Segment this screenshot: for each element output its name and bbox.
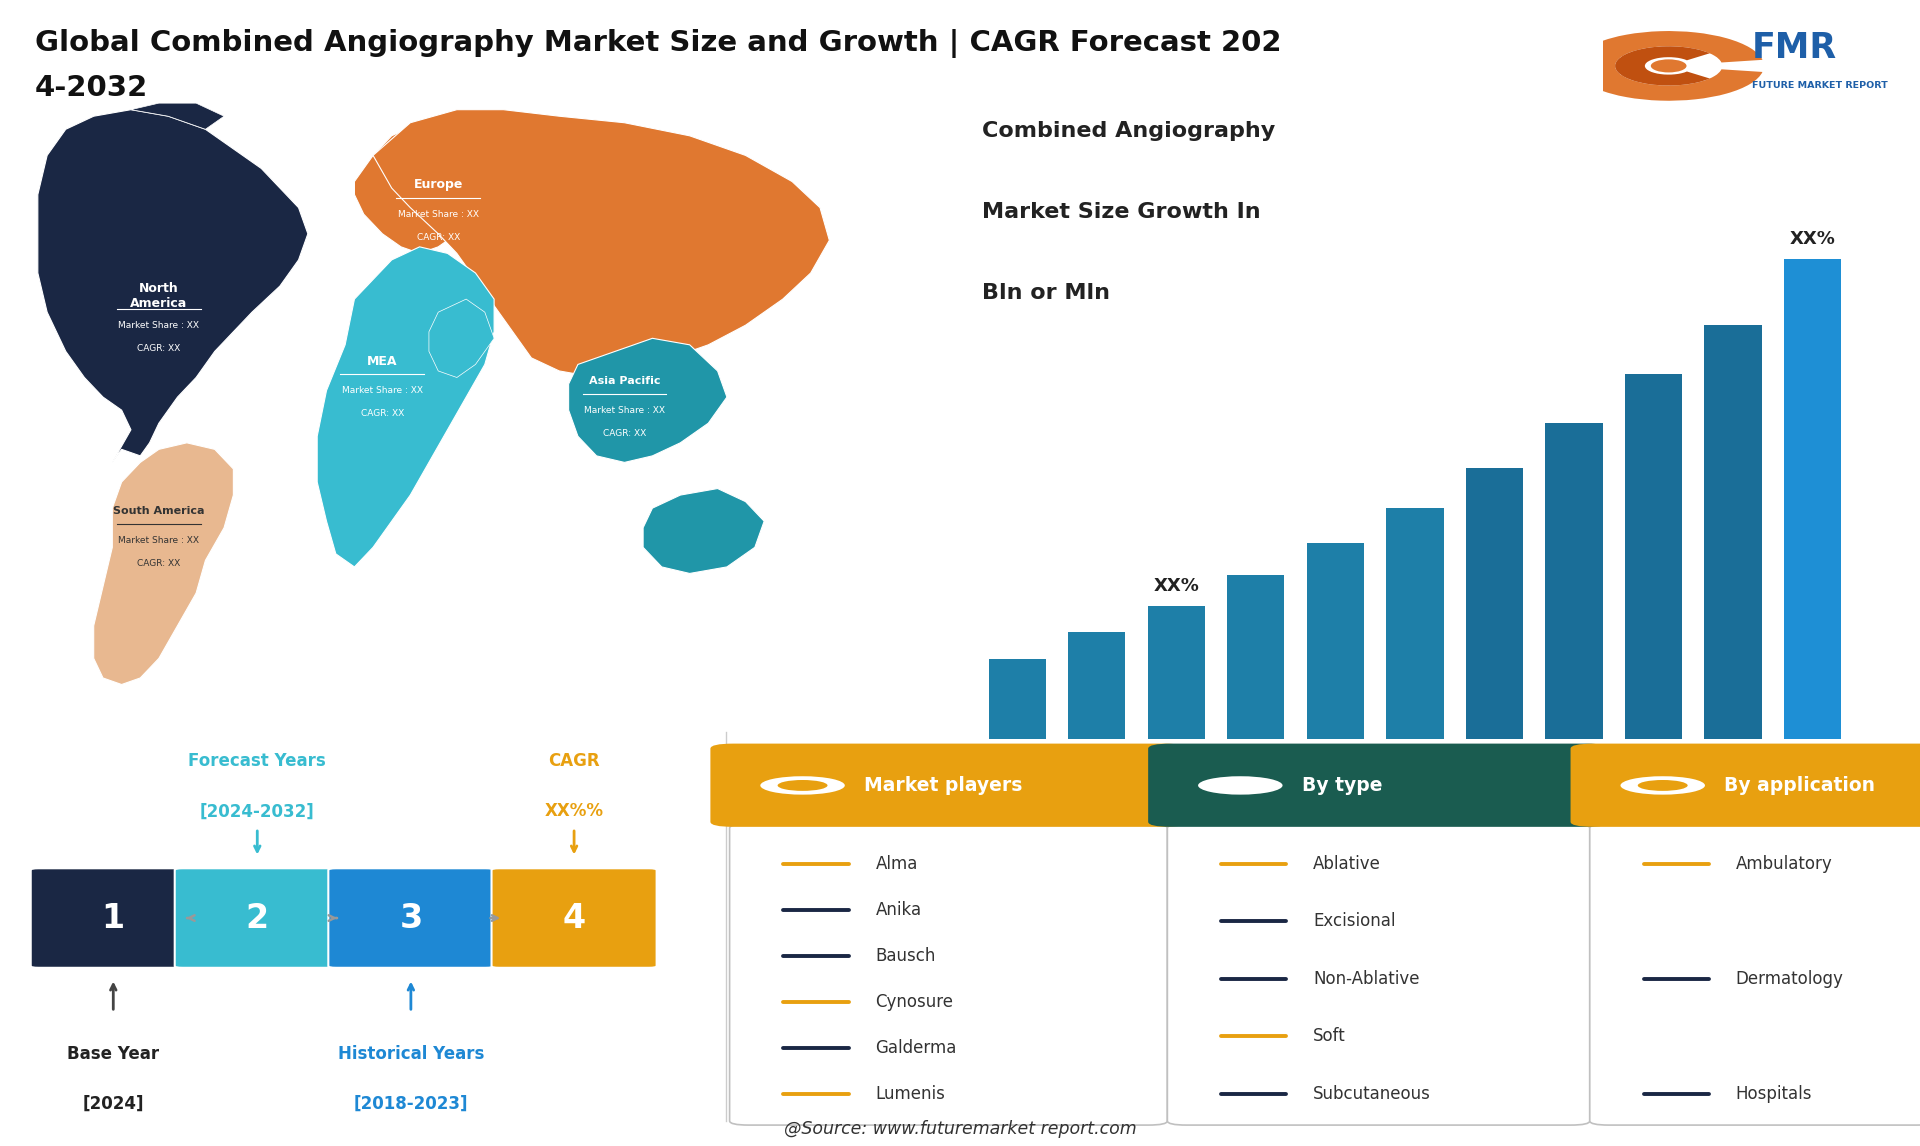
FancyBboxPatch shape (1167, 824, 1590, 1125)
Polygon shape (643, 488, 764, 573)
Text: By type: By type (1302, 776, 1382, 795)
Bar (1624, 375, 1682, 739)
Wedge shape (1572, 31, 1763, 101)
Bar (1386, 508, 1444, 739)
Text: Soft: Soft (1313, 1027, 1346, 1045)
Text: Europe: Europe (413, 179, 463, 191)
Polygon shape (94, 442, 234, 684)
Text: 4-2032: 4-2032 (35, 74, 148, 102)
Text: XX%: XX% (1789, 229, 1836, 248)
Circle shape (1620, 776, 1705, 794)
Text: FMR: FMR (1751, 31, 1837, 65)
Bar (1308, 543, 1363, 739)
Polygon shape (568, 338, 728, 463)
Text: Forecast Years: Forecast Years (188, 752, 326, 770)
Text: Non-Ablative: Non-Ablative (1313, 970, 1419, 988)
Text: Global Combined Angiography Market Size and Growth | CAGR Forecast 202: Global Combined Angiography Market Size … (35, 29, 1281, 57)
FancyBboxPatch shape (328, 869, 493, 968)
Polygon shape (372, 110, 829, 377)
Bar (1546, 423, 1603, 739)
Text: By application: By application (1724, 776, 1876, 795)
Text: [2024-2032]: [2024-2032] (200, 802, 315, 821)
Text: CAGR: XX: CAGR: XX (136, 559, 180, 568)
Text: CAGR: XX: CAGR: XX (417, 233, 461, 242)
Text: 2: 2 (246, 902, 269, 934)
Text: Hospitals: Hospitals (1736, 1085, 1812, 1102)
Text: Market players: Market players (864, 776, 1021, 795)
Text: Market Share : XX: Market Share : XX (397, 210, 478, 219)
Text: [2024]: [2024] (83, 1096, 144, 1113)
Text: Bln or Mln: Bln or Mln (981, 283, 1110, 304)
Wedge shape (1615, 46, 1709, 86)
FancyBboxPatch shape (1148, 744, 1609, 827)
Text: Market Size Growth In: Market Size Growth In (981, 202, 1260, 222)
Text: Market Share : XX: Market Share : XX (119, 536, 200, 545)
Text: Alma: Alma (876, 855, 918, 872)
Bar (1705, 325, 1763, 739)
Text: CAGR: XX: CAGR: XX (136, 344, 180, 353)
Text: Subcutaneous: Subcutaneous (1313, 1085, 1430, 1102)
Text: FUTURE MARKET REPORT: FUTURE MARKET REPORT (1751, 81, 1887, 91)
FancyBboxPatch shape (1590, 824, 1920, 1125)
Text: Market Share : XX: Market Share : XX (119, 321, 200, 330)
Polygon shape (317, 246, 493, 567)
Text: [2018-2023]: [2018-2023] (353, 1096, 468, 1113)
Text: Dermatology: Dermatology (1736, 970, 1843, 988)
Polygon shape (38, 110, 307, 463)
Bar (1148, 606, 1206, 739)
Text: Historical Years: Historical Years (338, 1045, 484, 1063)
Text: CAGR: CAGR (549, 752, 599, 770)
Text: XX%%: XX%% (545, 802, 603, 821)
Polygon shape (428, 299, 493, 377)
Text: Lumenis: Lumenis (876, 1085, 945, 1102)
Text: CAGR: XX: CAGR: XX (361, 409, 403, 418)
FancyBboxPatch shape (31, 869, 196, 968)
Text: 4: 4 (563, 902, 586, 934)
Bar (1068, 633, 1125, 739)
Circle shape (1651, 60, 1686, 72)
FancyBboxPatch shape (730, 824, 1167, 1125)
Text: Ambulatory: Ambulatory (1736, 855, 1832, 872)
Circle shape (1215, 780, 1265, 791)
Text: Base Year: Base Year (67, 1045, 159, 1063)
FancyBboxPatch shape (175, 869, 340, 968)
Circle shape (1638, 780, 1688, 791)
Bar (989, 659, 1046, 739)
Text: Bausch: Bausch (876, 947, 935, 965)
Text: Cynosure: Cynosure (876, 992, 954, 1011)
Text: Asia Pacific: Asia Pacific (589, 376, 660, 386)
Text: Market Share : XX: Market Share : XX (584, 406, 664, 415)
Text: MEA: MEA (367, 354, 397, 368)
Bar (1784, 259, 1841, 739)
Text: South America: South America (113, 507, 205, 517)
Circle shape (778, 780, 828, 791)
Polygon shape (131, 103, 225, 129)
Text: Excisional: Excisional (1313, 912, 1396, 931)
Text: Market Share : XX: Market Share : XX (342, 386, 422, 395)
Text: 3: 3 (399, 902, 422, 934)
Text: 1: 1 (102, 902, 125, 934)
FancyBboxPatch shape (710, 744, 1187, 827)
Polygon shape (355, 123, 503, 253)
Text: Anika: Anika (876, 901, 922, 919)
Bar (1227, 574, 1284, 739)
FancyBboxPatch shape (492, 869, 657, 968)
Bar (1465, 468, 1523, 739)
Text: @Source: www.futuremarket report.com: @Source: www.futuremarket report.com (783, 1121, 1137, 1138)
Text: Ablative: Ablative (1313, 855, 1380, 872)
Circle shape (1198, 776, 1283, 794)
Text: XX%: XX% (1154, 576, 1200, 595)
Text: Combined Angiography: Combined Angiography (981, 120, 1275, 141)
Text: Galderma: Galderma (876, 1038, 956, 1057)
Text: CAGR: XX: CAGR: XX (603, 429, 647, 438)
FancyBboxPatch shape (1571, 744, 1920, 827)
Text: North
America: North America (131, 282, 188, 309)
Circle shape (760, 776, 845, 794)
